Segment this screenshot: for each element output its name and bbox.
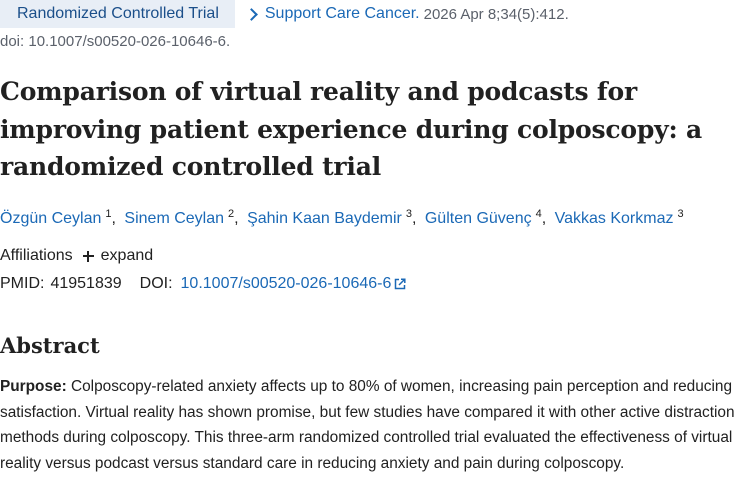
chevron-right-icon — [245, 7, 258, 21]
affiliation-number[interactable]: 3 — [405, 208, 412, 220]
author-name: Vakkas Korkmaz — [554, 210, 674, 228]
doi-value: 10.1007/s00520-026-10646-6 — [180, 275, 392, 292]
expand-label: expand — [100, 247, 154, 264]
abstract-purpose-paragraph: Purpose: Colposcopy-related anxiety affe… — [0, 374, 742, 476]
citation-details: 2026 Apr 8;34(5):412. — [423, 5, 569, 23]
article-title: Comparison of virtual reality and podcas… — [0, 77, 703, 181]
author-link[interactable]: Vakkas Korkmaz 3 — [554, 208, 684, 228]
author-link[interactable]: Şahin Kaan Baydemir 3 — [247, 208, 412, 228]
publication-header: Randomized Controlled Trial Support Care… — [0, 0, 569, 28]
author-separator: , — [541, 210, 547, 228]
affiliation-number[interactable]: 1 — [105, 208, 112, 220]
author-link[interactable]: Gülten Güvenç 4 — [424, 208, 542, 228]
author-name: Özgün Ceylan — [0, 210, 102, 228]
author-name: Gülten Güvenç — [424, 210, 532, 228]
author-link[interactable]: Sinem Ceylan 2 — [124, 208, 235, 228]
purpose-text: Colposcopy-related anxiety affects up to… — [0, 378, 735, 472]
abstract-heading: Abstract — [0, 333, 100, 358]
doi-label: DOI: — [139, 275, 173, 292]
author-separator: , — [234, 210, 239, 228]
doi-link[interactable]: 10.1007/s00520-026-10646-6 — [181, 275, 407, 293]
pmid-label: PMID: — [0, 275, 45, 292]
journal-link[interactable]: Support Care Cancer. — [245, 5, 420, 23]
plus-icon — [82, 250, 94, 262]
publication-type-badge[interactable]: Randomized Controlled Trial — [0, 0, 235, 28]
affiliation-number[interactable]: 2 — [228, 208, 235, 220]
author-separator: , — [411, 210, 417, 228]
author-separator: , — [111, 210, 116, 228]
identifiers-row: PMID: 41951839 DOI: 10.1007/s00520-026-1… — [0, 275, 406, 293]
affiliation-number[interactable]: 3 — [677, 208, 684, 220]
purpose-label: Purpose: — [0, 378, 67, 395]
authors-list: Özgün Ceylan 1, Sinem Ceylan 2, Şahin Kaan… — [0, 208, 684, 228]
affiliation-number[interactable]: 4 — [535, 208, 542, 220]
author-name: Sinem Ceylan — [124, 210, 225, 228]
external-link-icon — [395, 278, 406, 290]
author-link[interactable]: Özgün Ceylan 1 — [0, 208, 112, 228]
affiliations-row: Affiliations expand — [0, 247, 153, 265]
doi-line: doi: 10.1007/s00520-026-10646-6. — [0, 33, 231, 50]
author-name: Şahin Kaan Baydemir — [247, 210, 402, 228]
pmid-value: 41951839 — [50, 275, 122, 292]
expand-affiliations-button[interactable]: expand — [82, 247, 154, 265]
affiliations-label: Affiliations — [0, 247, 73, 264]
journal-name: Support Care Cancer. — [264, 5, 420, 22]
